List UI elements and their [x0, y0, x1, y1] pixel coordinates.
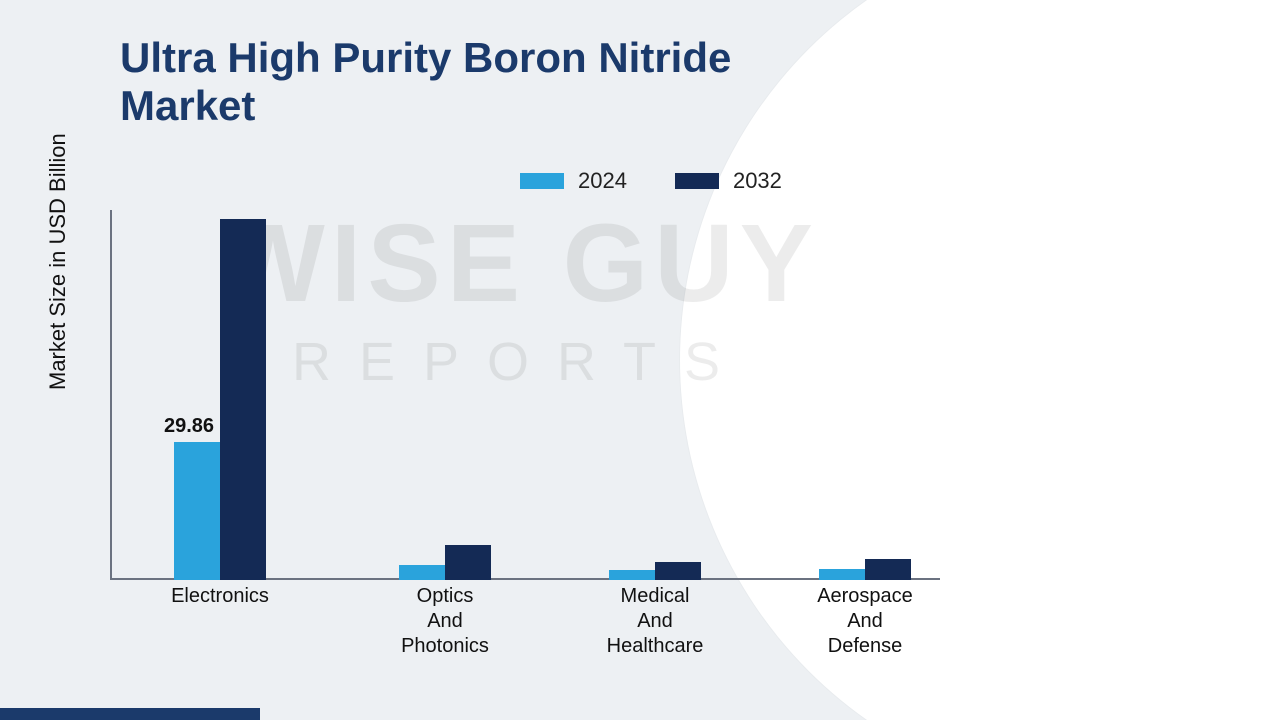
y-axis-label: Market Size in USD Billion — [45, 133, 71, 390]
legend-item-2024: 2024 — [520, 168, 627, 194]
legend-label-2032: 2032 — [733, 168, 782, 194]
plot-area: 29.86 — [110, 210, 940, 580]
bottom-accent-strip — [0, 708, 260, 720]
bar-group — [819, 559, 911, 580]
bar-2024 — [819, 569, 865, 580]
bar-2032 — [865, 559, 911, 580]
legend: 2024 2032 — [520, 168, 782, 194]
bar-2032 — [655, 562, 701, 581]
legend-swatch-2032 — [675, 173, 719, 189]
bar-2032 — [220, 219, 266, 580]
x-axis-label: Electronics — [145, 584, 295, 609]
bar-2024 — [399, 565, 445, 580]
logo-line2: REPORTS — [998, 90, 1250, 106]
x-axis-label: OpticsAndPhotonics — [370, 584, 520, 659]
bar-group — [399, 545, 491, 580]
legend-item-2032: 2032 — [675, 168, 782, 194]
bar-2024 — [609, 570, 655, 580]
logo-head-icon — [1192, 28, 1250, 86]
stage: WISE GUY REPORTS WISE GUY REPORTS Ultra … — [0, 0, 1280, 720]
legend-swatch-2024 — [520, 173, 564, 189]
logo-line1: WISE GUY — [998, 31, 1184, 69]
x-axis-label: AerospaceAndDefense — [790, 584, 940, 659]
chart-title: Ultra High Purity Boron Nitride Market — [120, 34, 760, 131]
bar-2024 — [174, 442, 220, 580]
brand-logo: WISE GUY REPORTS — [998, 28, 1250, 106]
bar-group — [174, 219, 266, 580]
bar-group — [609, 562, 701, 581]
y-axis-line — [110, 210, 112, 580]
x-axis-labels: Electronics OpticsAndPhotonics MedicalAndH… — [110, 584, 940, 694]
x-axis-label: MedicalAndHealthcare — [580, 584, 730, 659]
bar-2032 — [445, 545, 491, 580]
legend-label-2024: 2024 — [578, 168, 627, 194]
